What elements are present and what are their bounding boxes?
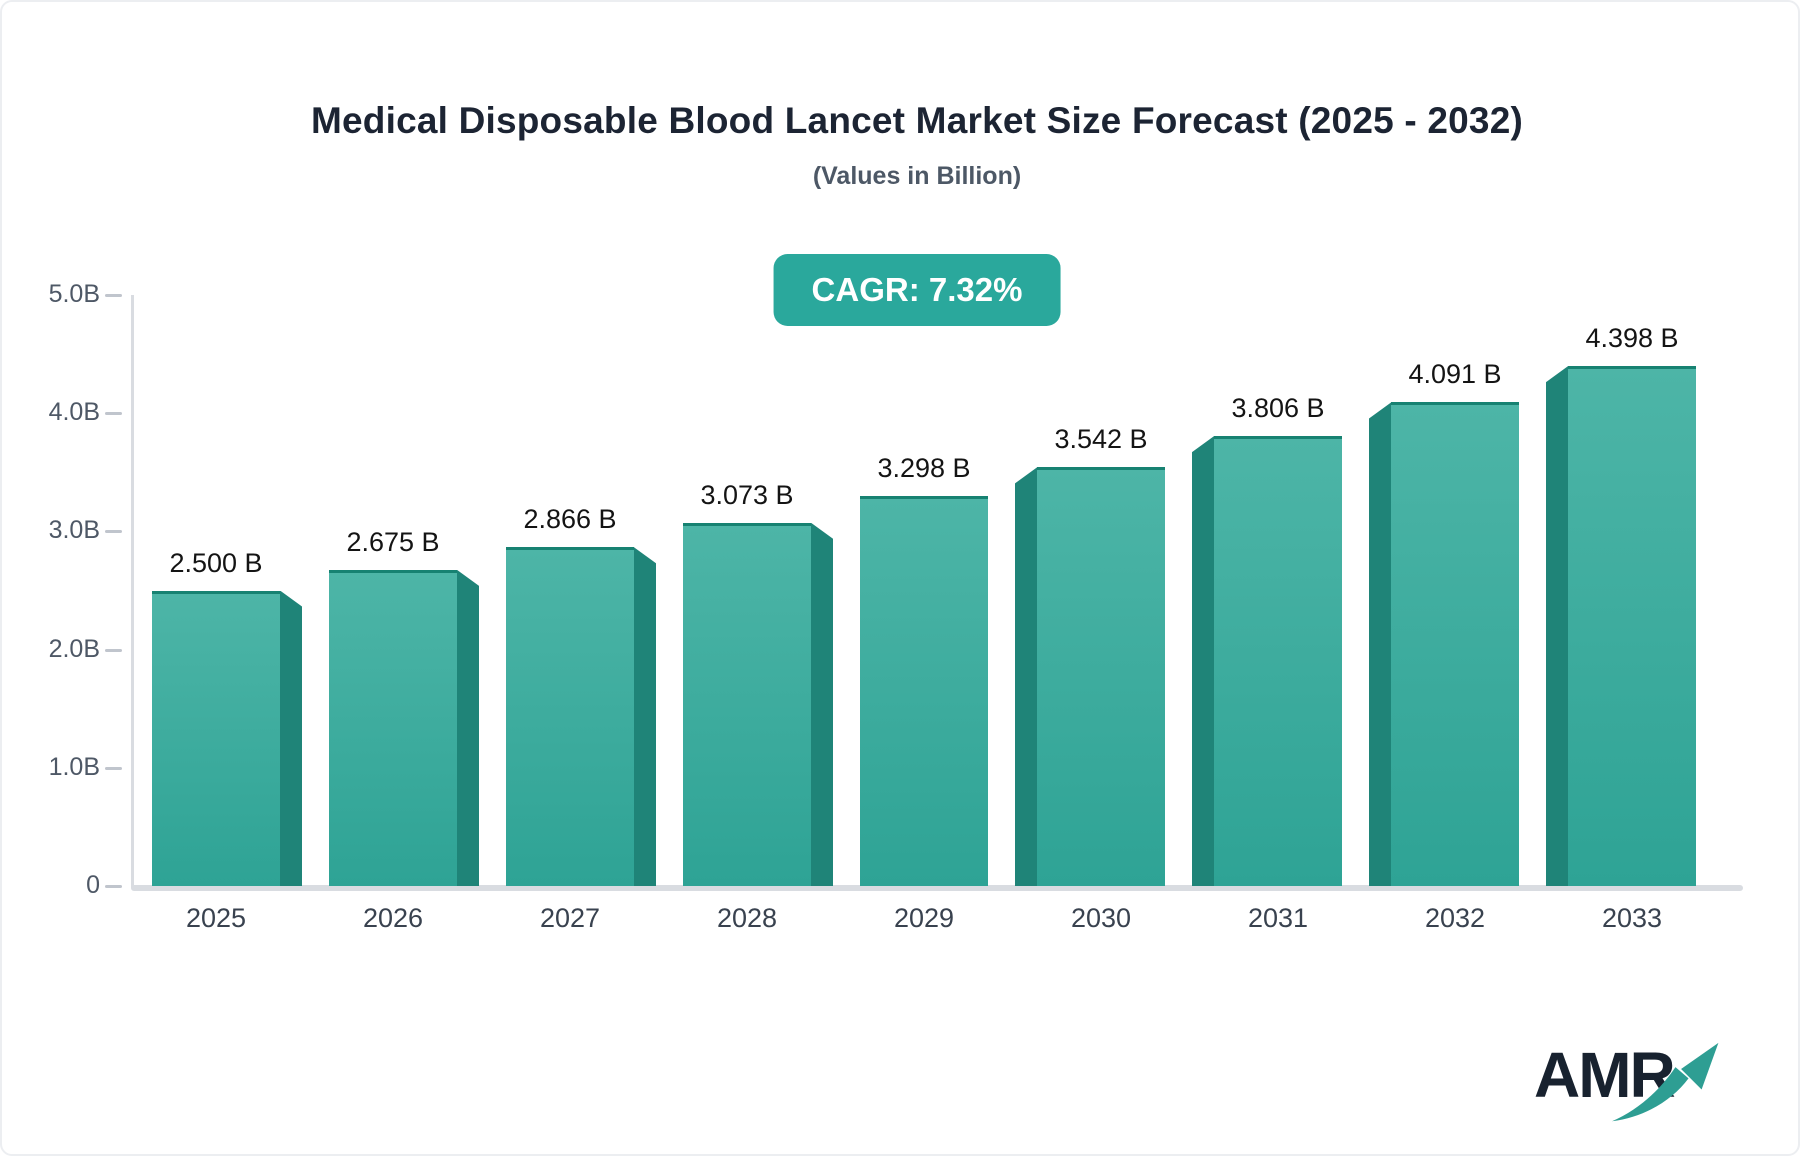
y-axis-label: 2.0B [48,634,100,663]
bar-value-label-2027: 2.866 B [523,504,617,535]
y-axis-tick [105,766,122,770]
y-axis-tick [105,885,122,888]
bar-2026[interactable] [329,569,457,886]
bar-2027[interactable] [506,547,634,886]
x-axis-label-2026: 2026 [362,903,424,933]
x-axis-label-2032: 2032 [1424,903,1486,933]
bar-value-label-2026: 2.675 B [346,526,440,557]
x-axis-baseline [131,885,1743,891]
bar-value-label-2030: 3.542 B [1054,424,1148,455]
bar-value-label-2033: 4.398 B [1585,323,1679,354]
bar-side-face [280,590,302,886]
bar-2032[interactable] [1391,402,1519,886]
bar-2030[interactable] [1037,467,1165,886]
y-axis-label: 0 [86,871,100,899]
y-axis-label: 4.0B [48,398,100,427]
x-axis-label-2030: 2030 [1070,903,1132,933]
bar-2033[interactable] [1568,366,1696,886]
y-axis-label: 5.0B [48,280,100,308]
x-axis-label-2029: 2029 [893,903,955,933]
bar-value-label-2032: 4.091 B [1408,359,1502,390]
page-title: Medical Disposable Blood Lancet Market S… [310,100,1523,141]
bar-side-face [811,522,833,886]
y-axis-label: 3.0B [48,516,100,545]
y-axis-tick [105,294,122,297]
bar-value-label-2031: 3.806 B [1231,393,1325,424]
x-axis-label-2025: 2025 [185,903,247,933]
bar-value-label-2025: 2.500 B [169,547,263,578]
bar-value-label-2028: 3.073 B [700,479,794,510]
bar-side-face [1369,402,1391,886]
chart-header: Medical Disposable Blood Lancet Market S… [17,100,1800,191]
bar-2025[interactable] [152,590,280,886]
x-axis-label-2027: 2027 [539,903,601,933]
bar-side-face [634,547,656,886]
x-axis-label-2033: 2033 [1601,903,1663,933]
bar-side-face [457,569,479,886]
bar-side-face [1546,366,1568,886]
bar-2028[interactable] [683,522,811,886]
cagr-badge: CAGR: 7.32% [773,254,1061,326]
y-axis-tick [105,530,122,534]
bar-side-face [1015,467,1037,886]
page-subtitle: (Values in Billion) [812,162,1022,190]
bar-2029[interactable] [860,496,988,886]
x-axis-label-2028: 2028 [716,903,778,933]
growth-arrow-icon [1612,1042,1719,1122]
bar-side-face [1192,436,1214,886]
y-axis-tick [105,648,122,652]
y-axis-line [131,295,134,888]
bar-2031[interactable] [1214,436,1342,886]
bar-value-label-2029: 3.298 B [877,453,971,484]
y-axis-label: 1.0B [48,752,100,781]
y-axis-tick [105,412,122,416]
x-axis-label-2031: 2031 [1247,903,1309,933]
amr-logo[interactable]: AMR [1520,1030,1730,1130]
